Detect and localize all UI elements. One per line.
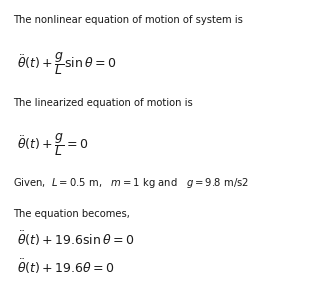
- Text: The equation becomes,: The equation becomes,: [13, 209, 130, 219]
- Text: $\ddot{\theta}(t)+19.6\sin\theta=0$: $\ddot{\theta}(t)+19.6\sin\theta=0$: [17, 230, 135, 248]
- Text: $\ddot{\theta}(t)+\dfrac{g}{L}\sin\theta=0$: $\ddot{\theta}(t)+\dfrac{g}{L}\sin\theta…: [17, 50, 117, 77]
- Text: The nonlinear equation of motion of system is: The nonlinear equation of motion of syst…: [13, 15, 243, 25]
- Text: The linearized equation of motion is: The linearized equation of motion is: [13, 98, 192, 108]
- Text: Given,  $L=0.5$ m,   $m=1$ kg and   $g=9.8$ m/s2: Given, $L=0.5$ m, $m=1$ kg and $g=9.8$ m…: [13, 175, 249, 190]
- Text: $\ddot{\theta}(t)+\dfrac{g}{L}=0$: $\ddot{\theta}(t)+\dfrac{g}{L}=0$: [17, 131, 89, 158]
- Text: $\ddot{\theta}(t)+19.6\theta=0$: $\ddot{\theta}(t)+19.6\theta=0$: [17, 257, 115, 276]
